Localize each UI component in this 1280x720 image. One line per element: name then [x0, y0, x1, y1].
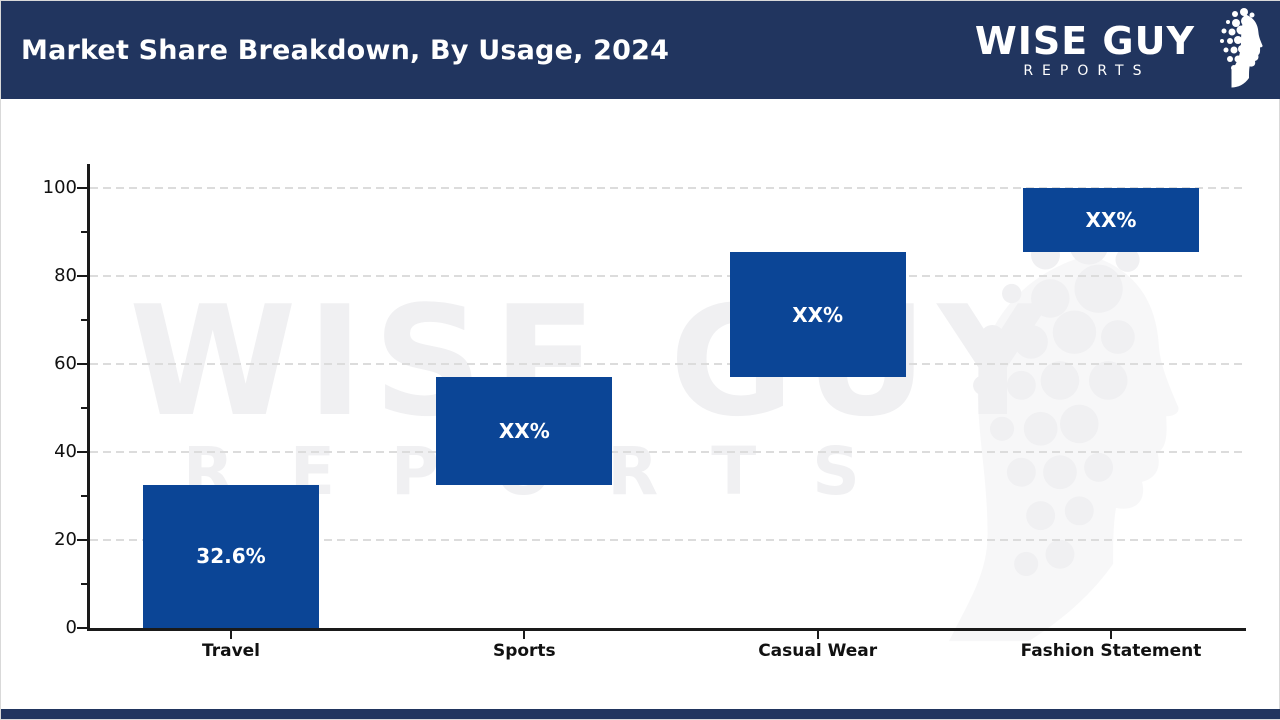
y-axis-minor-tick [81, 319, 87, 321]
brand-wordmark: WISE GUY REPORTS [975, 22, 1195, 78]
y-axis-major-tick [77, 363, 87, 365]
y-axis-tick-label: 40 [54, 441, 77, 462]
y-axis-minor-tick [81, 583, 87, 585]
x-axis-tick [1109, 631, 1112, 639]
y-axis-tick-label: 80 [54, 265, 77, 286]
x-axis-category-label: Casual Wear [758, 641, 878, 661]
gridline-60 [90, 363, 1246, 365]
wise-guy-head-icon [1201, 8, 1263, 92]
page-title: Market Share Breakdown, By Usage, 2024 [21, 34, 670, 66]
bar-casual-wear: XX% [729, 252, 906, 378]
bar-value-label: XX% [1085, 208, 1137, 233]
x-axis-category-label: Sports [492, 641, 556, 661]
x-axis-line [87, 628, 1246, 631]
x-axis-tick [230, 631, 232, 639]
y-axis-minor-tick [81, 231, 87, 233]
bar-value-label: 32.6% [196, 544, 266, 569]
bar-sports: XX% [436, 377, 613, 485]
y-axis-major-tick [77, 539, 87, 541]
y-axis-minor-tick [81, 495, 87, 497]
brand-name: WISE GUY [974, 19, 1195, 63]
x-axis-category-label: Fashion Statement [1020, 641, 1202, 661]
y-axis-minor-tick [81, 407, 87, 409]
y-axis-tick-label: 20 [54, 529, 77, 550]
bar-fashion-statement: XX% [1022, 188, 1199, 253]
x-axis-category-label: Travel [201, 641, 261, 661]
y-axis-major-tick [77, 187, 87, 189]
bar-value-label: XX% [792, 302, 844, 327]
y-axis-tick-label: 100 [42, 177, 77, 198]
y-axis-line [87, 164, 90, 631]
brand-logo: WISE GUY REPORTS [975, 8, 1263, 92]
gridline-20 [90, 539, 1246, 541]
bar-travel: 32.6% [143, 484, 319, 628]
x-axis-tick [816, 631, 819, 639]
y-axis-major-tick [77, 275, 87, 277]
y-axis-major-tick [77, 451, 87, 453]
y-axis-tick-label: 0 [65, 617, 77, 638]
gridline-40 [90, 451, 1246, 453]
gridline-100 [90, 187, 1246, 189]
x-axis-tick [523, 631, 526, 639]
watermark-head-graphic [881, 226, 1181, 650]
footer-bar [1, 709, 1280, 719]
y-axis-major-tick [77, 627, 87, 629]
brand-subtitle: REPORTS [1023, 63, 1151, 79]
header-bar: Market Share Breakdown, By Usage, 2024 W… [1, 1, 1280, 99]
y-axis-tick-label: 60 [54, 353, 77, 374]
bar-value-label: XX% [498, 418, 550, 443]
gridline-80 [90, 275, 1246, 277]
